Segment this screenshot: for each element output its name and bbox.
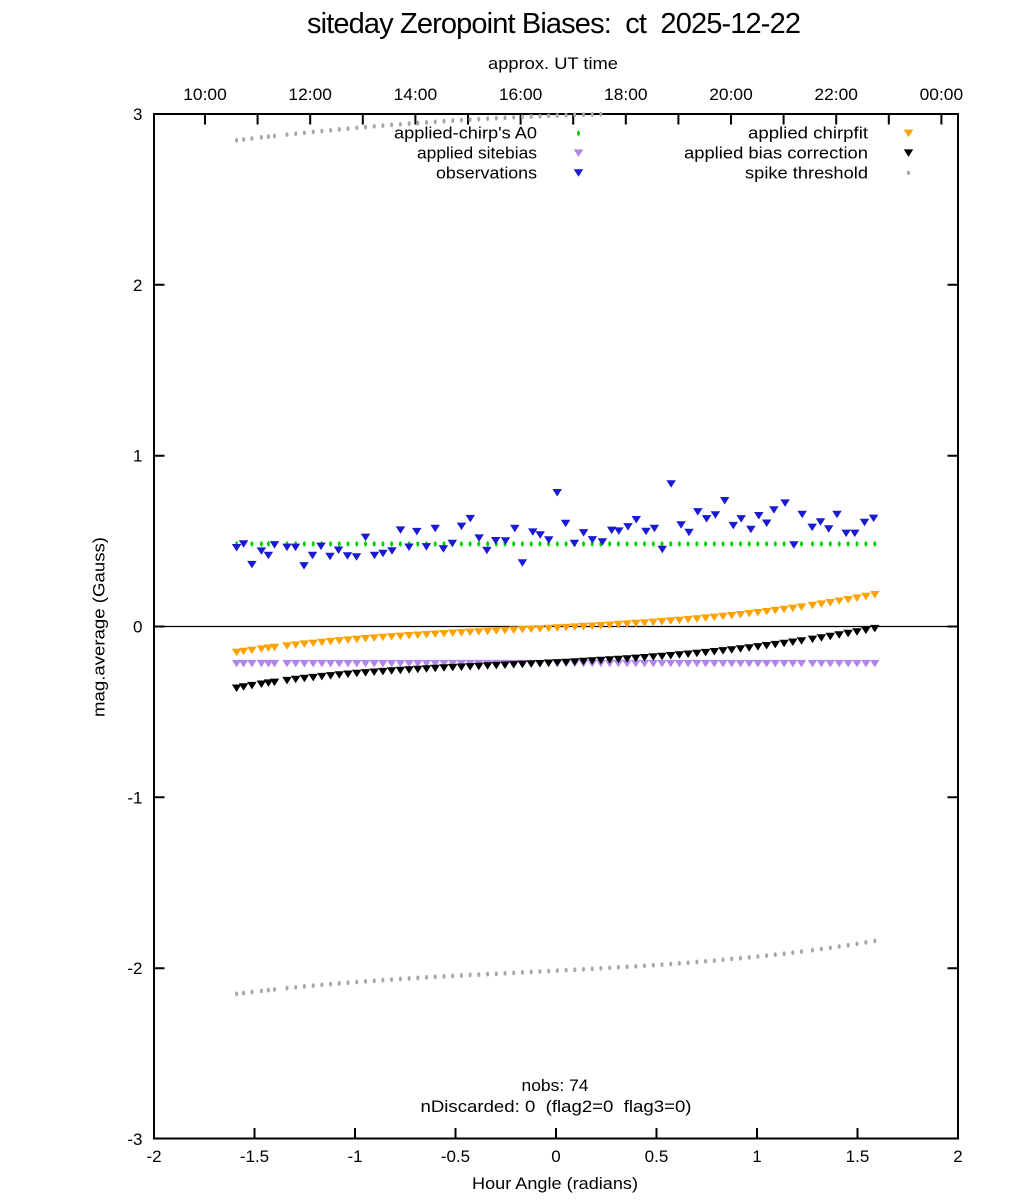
svg-text:-0.5: -0.5	[441, 1147, 470, 1166]
svg-text:-2: -2	[127, 959, 142, 978]
svg-text:16:00: 16:00	[499, 85, 543, 104]
svg-text:spike threshold: spike threshold	[745, 163, 868, 182]
svg-text:3: 3	[133, 105, 142, 124]
svg-text:applied sitebias: applied sitebias	[417, 144, 537, 163]
svg-text:0: 0	[133, 618, 142, 637]
svg-text:siteday Zeropoint Biases: ct: siteday Zeropoint Biases: ct 2025-12-22	[307, 8, 801, 40]
svg-text:18:00: 18:00	[604, 85, 648, 104]
svg-text:-3: -3	[127, 1130, 142, 1149]
svg-text:-1: -1	[127, 788, 142, 807]
svg-text:14:00: 14:00	[394, 85, 438, 104]
svg-text:1.5: 1.5	[846, 1147, 870, 1166]
svg-text:applied chirpfit: applied chirpfit	[748, 124, 868, 143]
svg-text:approx. UT time: approx. UT time	[488, 54, 618, 73]
svg-text:0.5: 0.5	[645, 1147, 669, 1166]
svg-text:22:00: 22:00	[814, 85, 858, 104]
svg-text:0: 0	[551, 1147, 560, 1166]
svg-text:00:00: 00:00	[920, 85, 964, 104]
svg-text:-1.5: -1.5	[240, 1147, 269, 1166]
svg-text:observations: observations	[436, 163, 537, 182]
svg-text:applied bias correction: applied bias correction	[684, 144, 868, 163]
svg-text:mag.average (Gauss): mag.average (Gauss)	[90, 537, 109, 717]
svg-text:-1: -1	[347, 1147, 362, 1166]
svg-text:10:00: 10:00	[183, 85, 227, 104]
svg-text:Hour Angle (radians): Hour Angle (radians)	[472, 1174, 638, 1193]
svg-text:applied-chirp's A0: applied-chirp's A0	[394, 124, 537, 143]
svg-text:nDiscarded: 0 (flag2=0 flag3: nDiscarded: 0 (flag2=0 flag3=0)	[421, 1097, 692, 1116]
svg-text:2: 2	[953, 1147, 962, 1166]
svg-text:1: 1	[133, 447, 142, 466]
svg-text:20:00: 20:00	[709, 85, 753, 104]
svg-text:1: 1	[752, 1147, 761, 1166]
svg-text:-2: -2	[146, 1147, 161, 1166]
svg-text:12:00: 12:00	[288, 85, 332, 104]
svg-text:2: 2	[133, 276, 142, 295]
svg-text:nobs: 74: nobs: 74	[522, 1076, 589, 1095]
